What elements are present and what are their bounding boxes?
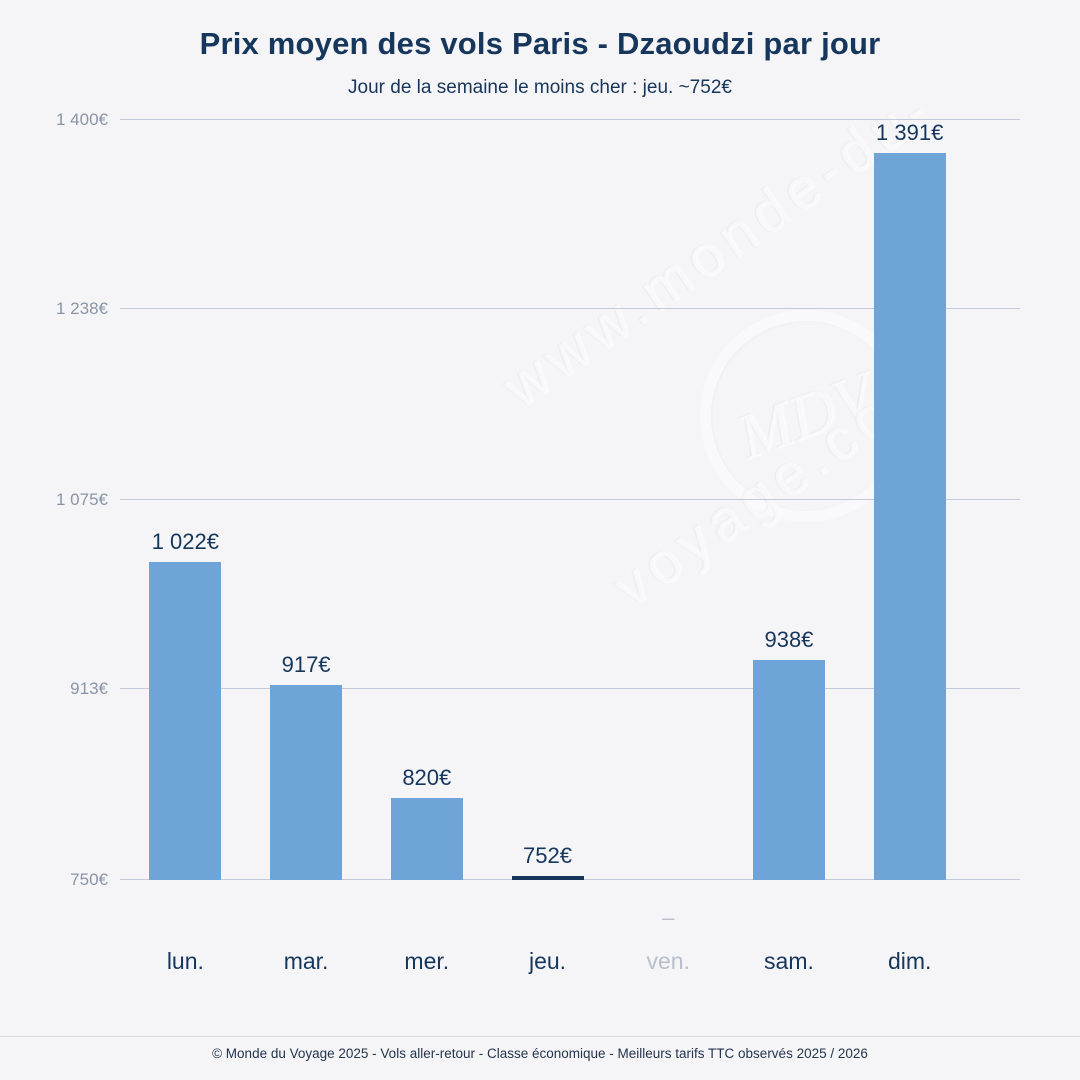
dash-cell [246,903,367,933]
bar[interactable] [390,798,463,880]
footer-text: © Monde du Voyage 2025 - Vols aller-reto… [212,1046,868,1061]
bar[interactable] [873,153,946,880]
dash-cell [849,903,970,933]
y-axis-tick-label: 1 400€ [56,110,108,129]
bar-column: 1 391€ [849,120,970,880]
y-axis-tick-label: 1 075€ [56,490,108,509]
bar-value-label: 938€ [764,627,814,653]
bar-column: 1 022€ [125,120,246,880]
x-axis-day-label[interactable]: mar. [283,948,329,974]
x-axis-day-label[interactable]: sam. [764,948,814,974]
bar-value-label: 917€ [281,651,331,677]
y-axis: 750€ 913€ 1 075€ 1 238€ 1 400€ [0,111,108,889]
bars-row: 1 022€ 917€ 820€ 752€ 938€ 1 391€ [125,120,970,880]
bar[interactable] [270,684,343,880]
x-axis-day-label[interactable]: ven. [646,948,690,974]
bar[interactable] [149,561,222,880]
dash-cell [487,903,608,933]
y-axis-tick-label: 750€ [70,870,108,889]
bar-column [608,120,729,880]
x-axis-day-label[interactable]: lun. [166,948,204,974]
dash-cell [125,903,246,933]
bar-column: 752€ [487,120,608,880]
dash-row: – [125,903,970,933]
gridline [120,119,1020,120]
chart-subtitle: Jour de la semaine le moins cher : jeu. … [348,77,732,98]
bar[interactable] [752,660,825,880]
footer-divider [0,1036,1080,1037]
bar-column: 917€ [246,120,367,880]
gridline [120,688,1020,690]
bar-value-label: 1 022€ [151,528,219,554]
y-axis-tick-label: 1 238€ [56,299,108,319]
x-axis-day-label[interactable]: mer. [404,948,450,974]
x-axis-day-label[interactable]: jeu. [528,948,567,974]
y-axis-tick-label: 913€ [70,679,108,699]
gridline [120,308,1020,310]
missing-data-dash: – [662,905,675,930]
bar-cheapest-day[interactable] [511,876,584,880]
bar-value-label: 752€ [523,843,572,868]
bar-value-label: 820€ [402,765,452,791]
bar-column: 938€ [729,120,850,880]
dash-cell [729,903,850,933]
dash-cell [366,903,487,933]
bar-column: 820€ [366,120,487,880]
x-axis-day-label[interactable]: dim. [887,948,932,974]
chart-title: Prix moyen des vols Paris - Dzaoudzi par… [199,26,881,61]
day-labels-row: lun. mar. mer. jeu. ven. sam. dim. [125,943,970,979]
gridline [120,499,1020,500]
bar-value-label: 1 391€ [876,120,944,145]
